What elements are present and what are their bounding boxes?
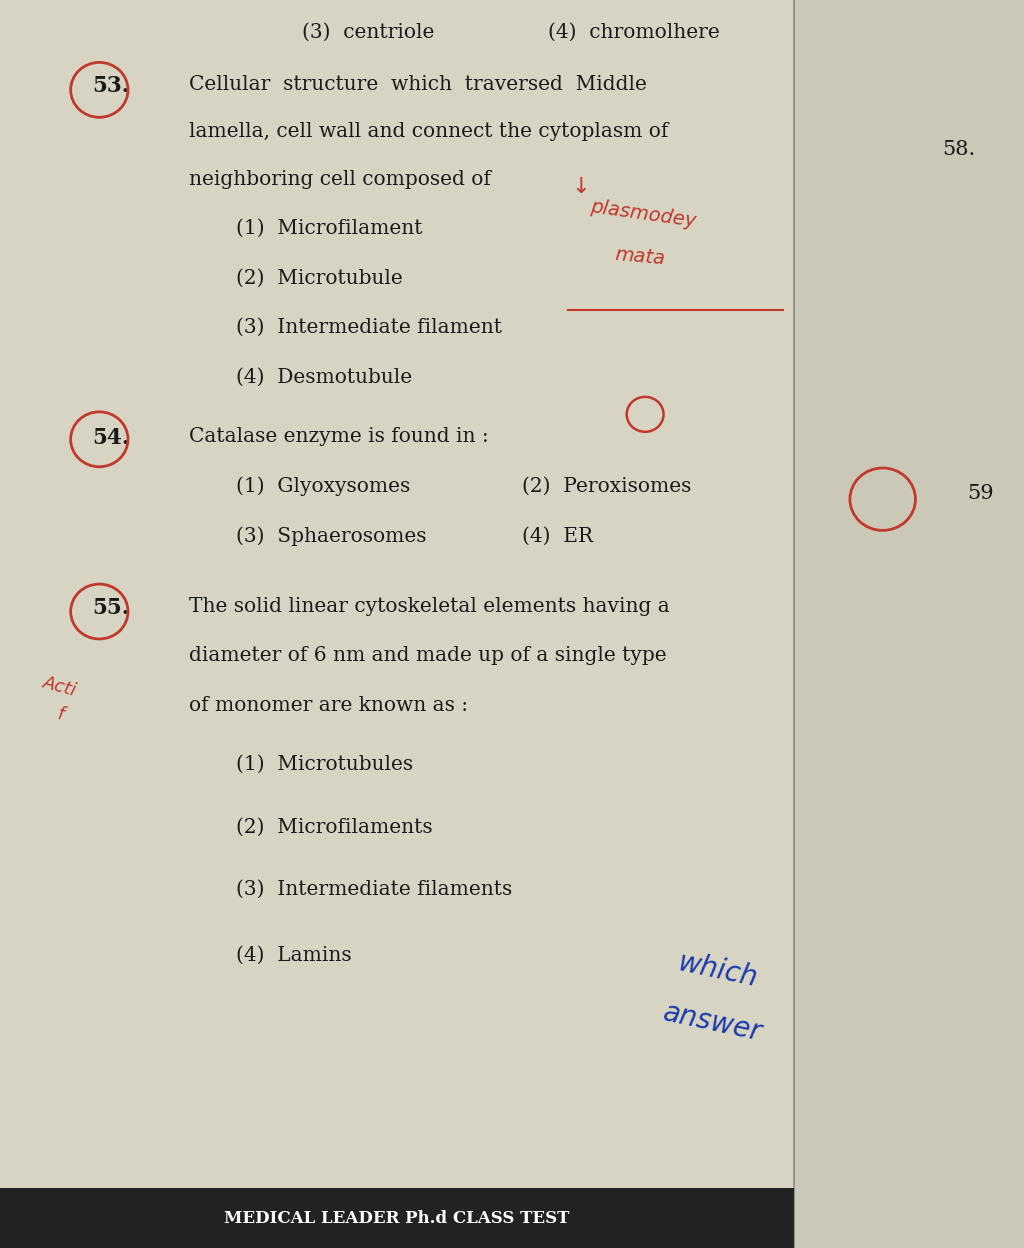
FancyBboxPatch shape <box>0 1188 794 1248</box>
Text: Catalase enzyme is found in :: Catalase enzyme is found in : <box>189 427 489 446</box>
Text: (3)  Sphaerosomes: (3) Sphaerosomes <box>236 527 426 547</box>
Text: 54.: 54. <box>92 427 129 449</box>
Text: 59: 59 <box>968 484 994 503</box>
Text: answer: answer <box>660 998 765 1047</box>
Text: (2)  Microfilaments: (2) Microfilaments <box>236 817 432 836</box>
Text: Acti: Acti <box>41 674 79 700</box>
Text: (1)  Glyoxysomes: (1) Glyoxysomes <box>236 477 410 497</box>
Text: MEDICAL LEADER Ph.d CLASS TEST: MEDICAL LEADER Ph.d CLASS TEST <box>224 1209 569 1227</box>
Text: (4)  Lamins: (4) Lamins <box>236 946 351 965</box>
Text: 58.: 58. <box>942 140 975 158</box>
Text: (2)  Peroxisomes: (2) Peroxisomes <box>522 477 691 495</box>
Text: Cellular  structure  which  traversed  Middle: Cellular structure which traversed Middl… <box>189 75 647 94</box>
Text: (2)  Microtubule: (2) Microtubule <box>236 268 402 287</box>
Text: (3)  Intermediate filaments: (3) Intermediate filaments <box>236 880 512 899</box>
Text: (3)  Intermediate filament: (3) Intermediate filament <box>236 318 502 337</box>
Text: (1)  Microfilament: (1) Microfilament <box>236 218 422 237</box>
Text: (4)  ER: (4) ER <box>522 527 593 545</box>
Text: (4)  Desmotubule: (4) Desmotubule <box>236 368 412 387</box>
Text: The solid linear cytoskeletal elements having a: The solid linear cytoskeletal elements h… <box>189 597 670 615</box>
Text: 53.: 53. <box>92 75 129 97</box>
Text: lamella, cell wall and connect the cytoplasm of: lamella, cell wall and connect the cytop… <box>189 122 669 141</box>
Text: neighboring cell composed of: neighboring cell composed of <box>189 170 492 188</box>
Text: ↓: ↓ <box>571 177 590 197</box>
Text: which: which <box>676 948 761 992</box>
Text: f: f <box>56 705 66 724</box>
Text: (4)  chromolhere: (4) chromolhere <box>548 22 720 41</box>
FancyBboxPatch shape <box>0 0 794 1248</box>
Text: (1)  Microtubules: (1) Microtubules <box>236 755 413 774</box>
Text: (3)  centriole: (3) centriole <box>302 22 434 41</box>
Text: of monomer are known as :: of monomer are known as : <box>189 696 469 715</box>
Text: mata: mata <box>614 245 667 268</box>
Text: plasmodey: plasmodey <box>589 197 697 231</box>
Text: diameter of 6 nm and made up of a single type: diameter of 6 nm and made up of a single… <box>189 646 667 665</box>
Text: 55.: 55. <box>92 597 129 619</box>
